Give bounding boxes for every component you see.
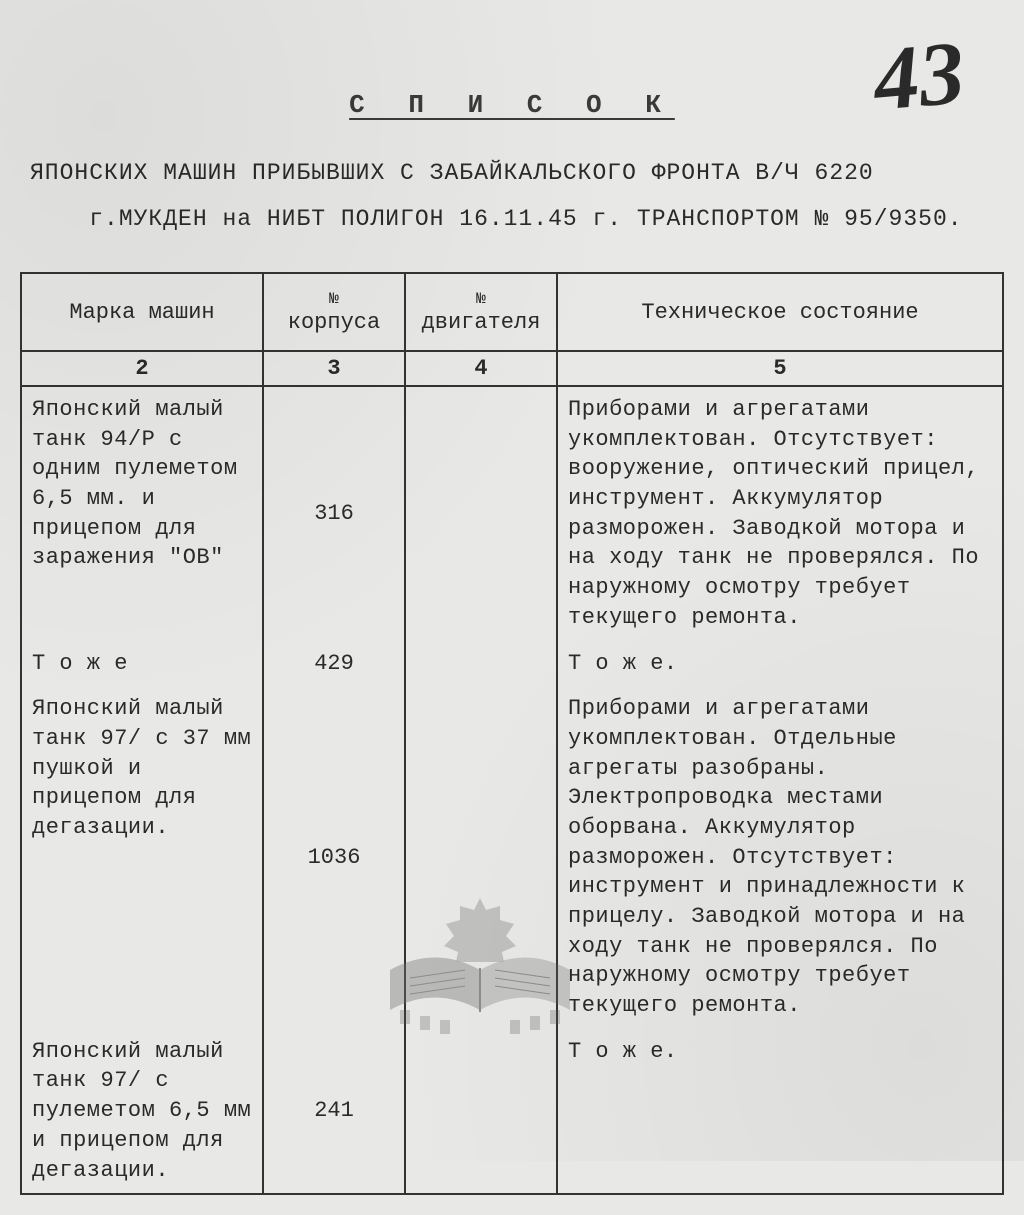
cell-engine <box>405 1029 557 1194</box>
watermark-icon <box>370 890 590 1045</box>
header-engine-label: двигателя <box>422 310 541 335</box>
header-brand: Марка машин <box>21 273 263 351</box>
cell-hull: 429 <box>263 641 405 687</box>
cell-hull: 316 <box>263 386 405 641</box>
cell-condition: Приборами и агрегатами укомплектован. От… <box>557 686 1003 1029</box>
header-engine-num-symbol: № <box>416 290 546 308</box>
cell-condition: Т о ж е. <box>557 641 1003 687</box>
table-row: Японский малый танк 97/ с пулеметом 6,5 … <box>21 1029 1003 1194</box>
cell-engine <box>405 386 557 641</box>
document-title: С П И С О К <box>20 90 1004 120</box>
colnum-3: 4 <box>405 351 557 386</box>
colnum-1: 2 <box>21 351 263 386</box>
vehicle-table: Марка машин № корпуса № двигателя Технич… <box>20 272 1004 1195</box>
cell-name: Японский малый танк 97/ с пулеметом 6,5 … <box>21 1029 263 1194</box>
header-condition: Техническое состояние <box>557 273 1003 351</box>
cell-hull: 241 <box>263 1029 405 1194</box>
document-subtitle: ЯПОНСКИХ МАШИН ПРИБЫВШИХ С ЗАБАЙКАЛЬСКОГ… <box>30 150 994 242</box>
subtitle-line-1: ЯПОНСКИХ МАШИН ПРИБЫВШИХ С ЗАБАЙКАЛЬСКОГ… <box>30 160 874 186</box>
header-hull-number: № корпуса <box>263 273 405 351</box>
colnum-4: 5 <box>557 351 1003 386</box>
table-row: Т о ж е 429 Т о ж е. <box>21 641 1003 687</box>
cell-condition: Приборами и агрегатами укомплектован. От… <box>557 386 1003 641</box>
header-engine-number: № двигателя <box>405 273 557 351</box>
colnum-2: 3 <box>263 351 405 386</box>
cell-name: Т о ж е <box>21 641 263 687</box>
cell-name: Японский малый танк 94/Р с одним пулемет… <box>21 386 263 641</box>
header-hull-num-symbol: № <box>274 290 394 308</box>
handwritten-page-number: 43 <box>870 21 969 131</box>
cell-name: Японский малый танк 97/ с 37 мм пушкой и… <box>21 686 263 1029</box>
cell-condition: Т о ж е. <box>557 1029 1003 1194</box>
table-row: Японский малый танк 94/Р с одним пулемет… <box>21 386 1003 641</box>
cell-engine <box>405 641 557 687</box>
header-hull-label: корпуса <box>288 310 380 335</box>
subtitle-line-2: г.МУКДЕН на НИБТ ПОЛИГОН 16.11.45 г. ТРА… <box>89 206 962 232</box>
